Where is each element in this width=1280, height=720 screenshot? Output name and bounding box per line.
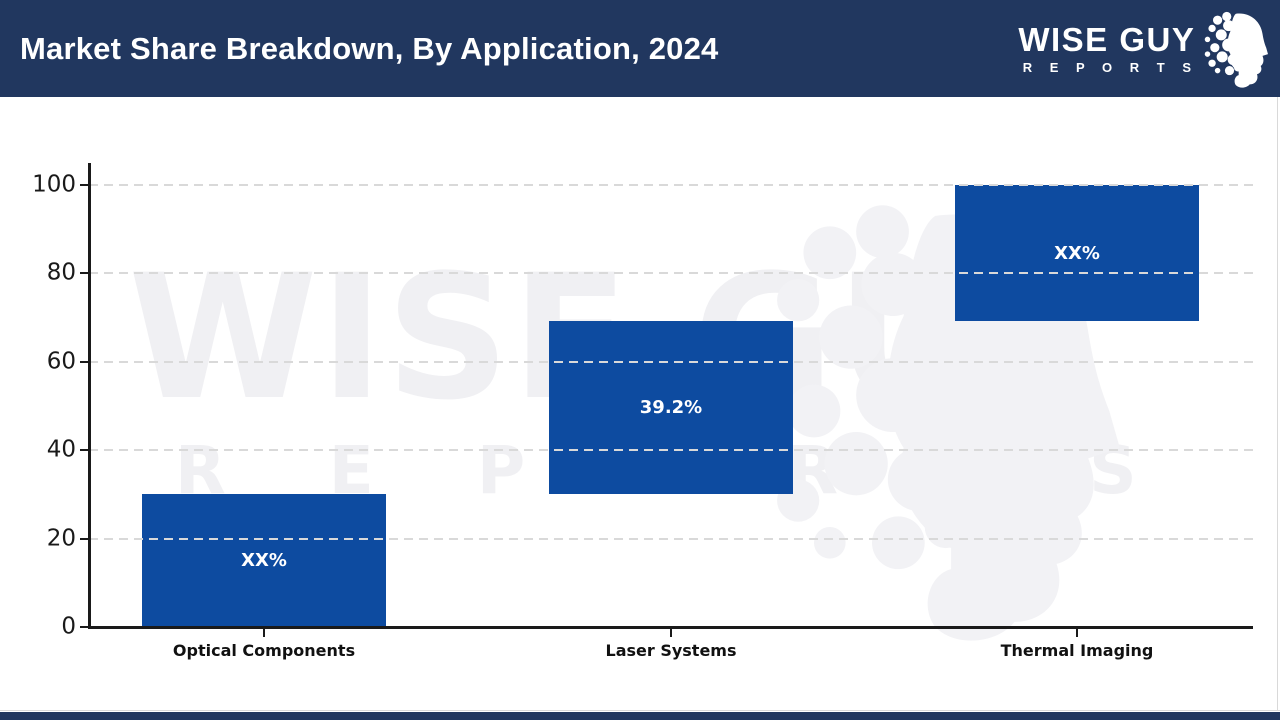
logo-subtitle: R E P O R T S: [1022, 59, 1198, 75]
wise-guy-face-icon: [1202, 11, 1268, 88]
plot-area: XX% 39.2% XX% 0 20 40 60 80 100 Optical Component…: [0, 97, 1280, 712]
y-axis-tick: [80, 360, 88, 363]
gridline: [89, 537, 1253, 540]
bar: XX%: [142, 494, 386, 627]
y-axis-line: [88, 163, 91, 629]
gridline: [89, 360, 1253, 363]
bottom-divider: [0, 710, 1280, 711]
bar: XX%: [955, 185, 1199, 322]
y-tick-label: 20: [46, 525, 76, 552]
x-axis-tick: [1076, 629, 1078, 637]
gridline: [89, 184, 1253, 187]
gridline: [89, 272, 1253, 275]
y-tick-label: 100: [32, 171, 76, 198]
x-axis-line: [88, 626, 1253, 629]
y-tick-label: 60: [46, 348, 76, 375]
y-tick-label: 80: [46, 259, 76, 286]
page-title: Market Share Breakdown, By Application, …: [20, 30, 719, 66]
wise-guy-reports-logo: WISE GUY R E P O R T S: [1016, 6, 1268, 92]
x-category-label: Laser Systems: [605, 641, 737, 660]
footer-bar: [0, 712, 1280, 720]
header-bar: Market Share Breakdown, By Application, …: [0, 0, 1280, 97]
bar-value-label: 39.2%: [639, 397, 703, 419]
y-axis-tick: [80, 449, 88, 452]
y-axis-tick: [80, 537, 88, 540]
logo-wordmark: WISE GUY: [1018, 21, 1196, 59]
x-axis-tick: [670, 629, 672, 637]
x-category-label: Thermal Imaging: [1000, 641, 1154, 660]
gridline: [89, 449, 1253, 452]
x-category-label: Optical Components: [172, 641, 356, 660]
x-axis-tick: [263, 629, 265, 637]
right-divider: [1277, 97, 1278, 711]
y-axis-tick: [80, 272, 88, 275]
y-axis-tick: [80, 184, 88, 187]
bar: 39.2%: [549, 321, 793, 495]
bar-value-label: XX%: [1054, 242, 1100, 264]
y-axis-tick: [80, 626, 88, 628]
y-tick-label: 0: [61, 613, 76, 640]
y-tick-label: 40: [46, 436, 76, 463]
bar-value-label: XX%: [241, 550, 287, 572]
